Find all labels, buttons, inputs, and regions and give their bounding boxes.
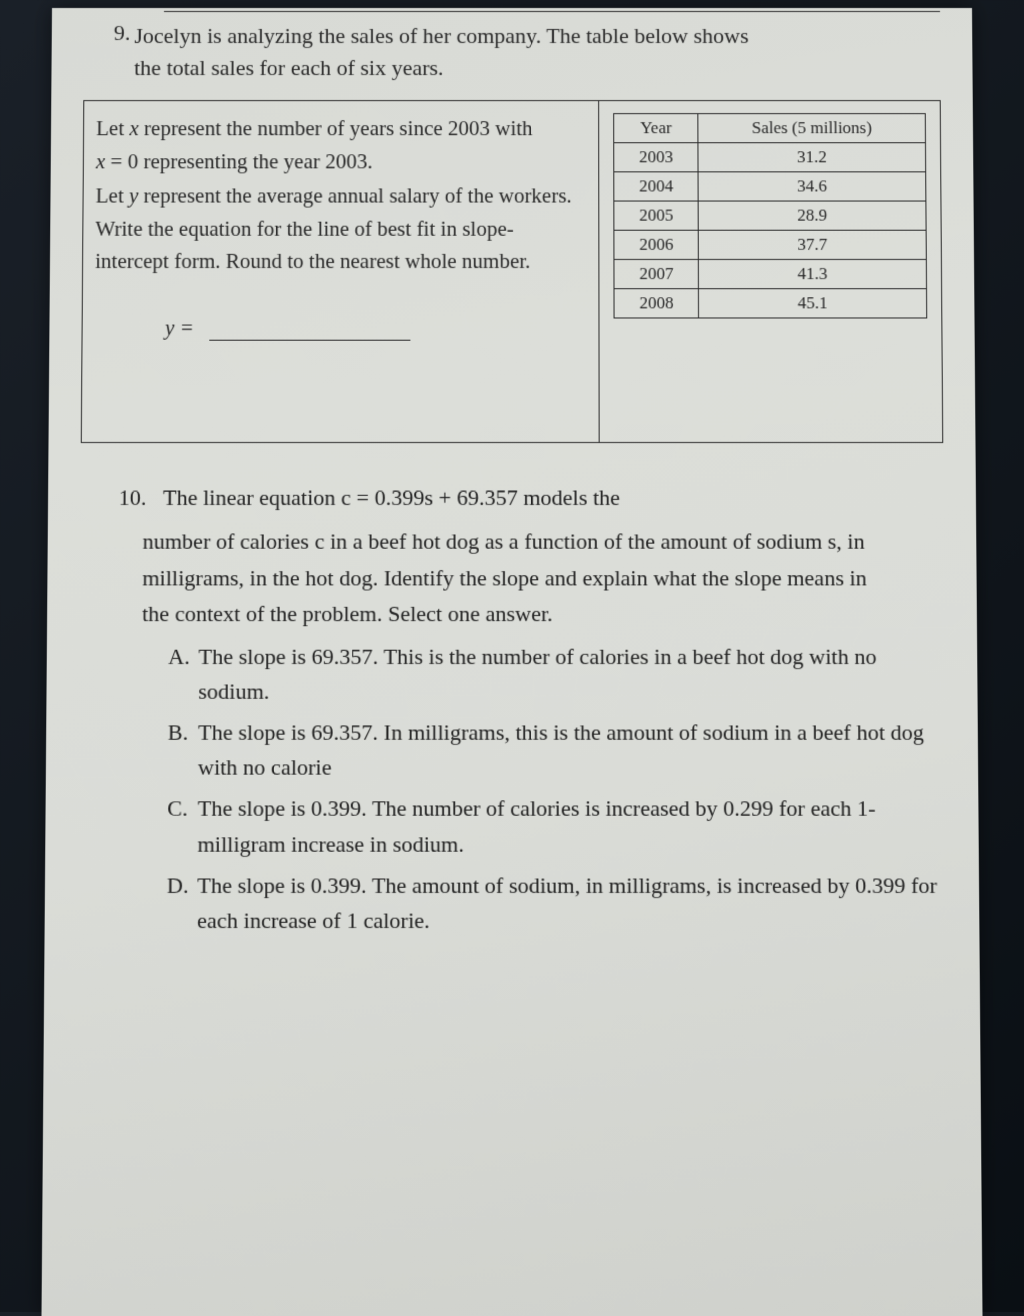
q9-equation-prompt: y = — [165, 316, 582, 341]
q9-x0: x = 0 representing the year 2003. — [96, 147, 582, 179]
answer-blank[interactable] — [209, 340, 410, 341]
q9-box-left: Let x represent the number of years sinc… — [82, 101, 600, 442]
option-label: B. — [167, 715, 198, 785]
q10-body: number of calories c in a beef hot dog a… — [79, 524, 888, 632]
table-header-row: Year Sales (5 millions) — [614, 113, 926, 142]
option-d[interactable]: D. The slope is 0.399. The amount of sod… — [166, 868, 938, 938]
table-row: 200528.9 — [614, 201, 926, 230]
option-text: The slope is 0.399. The number of calori… — [197, 792, 938, 862]
option-text: The slope is 69.357. In milligrams, this… — [198, 715, 938, 785]
q9-prompt: Jocelyn is analyzing the sales of her co… — [134, 20, 775, 84]
q10-equation-line: The linear equation c = 0.399s + 69.357 … — [163, 485, 620, 510]
table-row: 200637.7 — [614, 230, 926, 259]
q9-box: Let x represent the number of years sinc… — [81, 100, 944, 443]
table-row: 200741.3 — [614, 259, 927, 288]
option-text: The slope is 69.357. This is the number … — [198, 640, 937, 710]
q9-number: 9. — [114, 20, 131, 46]
top-rule — [164, 8, 940, 12]
table-row: 200845.1 — [614, 288, 927, 317]
option-label: A. — [168, 640, 199, 710]
q9-def-x: Let x represent the number of years sinc… — [96, 113, 582, 145]
col-sales: Sales (5 millions) — [698, 113, 925, 142]
q9-box-right: Year Sales (5 millions) 200331.2 200434.… — [599, 101, 942, 442]
option-c[interactable]: C. The slope is 0.399. The number of cal… — [167, 792, 938, 862]
q10-line1: 10.The linear equation c = 0.399s + 69.3… — [80, 480, 944, 516]
table-row: 200331.2 — [614, 143, 926, 172]
q9-def-y: Let y represent the average annual salar… — [96, 180, 583, 212]
option-label: D. — [166, 868, 197, 938]
option-label: C. — [167, 792, 198, 862]
table-row: 200434.6 — [614, 172, 926, 201]
q9-header: 9. Jocelyn is analyzing the sales of her… — [83, 20, 940, 84]
q9-instructions: Write the equation for the line of best … — [95, 214, 582, 277]
q10-number: 10. — [119, 480, 164, 516]
sales-table: Year Sales (5 millions) 200331.2 200434.… — [613, 113, 927, 318]
option-text: The slope is 0.399. The amount of sodium… — [197, 868, 939, 938]
col-year: Year — [614, 113, 699, 142]
option-b[interactable]: B. The slope is 69.357. In milligrams, t… — [167, 715, 937, 785]
worksheet-page: 9. Jocelyn is analyzing the sales of her… — [41, 8, 982, 1316]
option-a[interactable]: A. The slope is 69.357. This is the numb… — [168, 640, 937, 710]
eq-lhs: y = — [165, 316, 199, 340]
q10-options: A. The slope is 69.357. This is the numb… — [77, 640, 947, 939]
